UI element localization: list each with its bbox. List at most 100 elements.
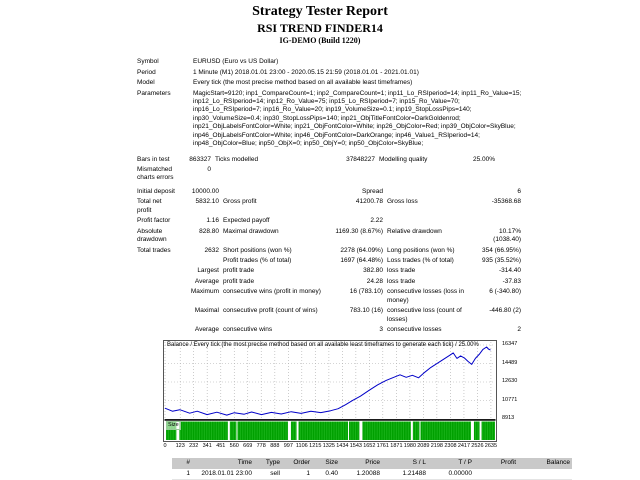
x-axis-label: 2089: [417, 443, 430, 450]
x-axis-label: 2417: [457, 443, 471, 450]
info-value: Every tick (the most precise method base…: [193, 79, 413, 87]
quality-row-cell: 863327: [189, 155, 211, 163]
x-axis-label: 232: [189, 443, 199, 450]
size-bar-gap: [470, 421, 474, 441]
stats-row-cell: -446.80 (2): [489, 307, 521, 315]
stats-row-cell: -314.40: [498, 267, 521, 275]
stats-row-cell: [385, 216, 473, 226]
info-label: Symbol: [137, 58, 159, 66]
quality-row-cell: 25.00%: [472, 155, 495, 163]
stats-row: Total trades 2632 Short positions (won %) 2…: [135, 246, 523, 256]
size-bar-gap: [287, 421, 291, 441]
stats-row-cell: 2278 (64.09%): [340, 246, 383, 254]
trade-cell: 2018.01.01 23:00: [201, 469, 252, 477]
x-axis-label: 341: [202, 443, 212, 450]
trades-col-header: S / L: [382, 458, 428, 469]
quality-row-cell: Ticks modelled: [215, 155, 259, 163]
quality-row: Bars in test 863327 Ticks modelled 37848227…: [135, 155, 497, 165]
stats-row-cell: 828.80: [199, 227, 219, 235]
quality-row-cell: [445, 165, 497, 184]
size-bar-gap: [479, 421, 482, 441]
stats-row-cell: [135, 256, 177, 266]
x-axis-label: 451: [216, 443, 226, 450]
stats-row-cell: Long positions (won %): [387, 246, 455, 254]
stats-row: Maximal consecutive profit (count of wins…: [135, 306, 523, 325]
stats-row-cell: loss trade: [387, 267, 416, 275]
trade-row: 1 2018.01.01 23:00 sell 1 0.40 1.20088 1.21488…: [172, 469, 572, 479]
trade-cell: 0.40: [325, 469, 338, 477]
stats-row-cell: Gross loss: [387, 198, 418, 206]
stats-row-cell: consecutive wins (profit in money): [223, 288, 321, 296]
stats-row: Initial deposit 10000.00 Spread 6: [135, 187, 523, 197]
info-row: Symbol EURUSD (Euro vs US Dollar): [135, 57, 528, 67]
stats-row: Total net profit 5832.10 Gross profit 41200…: [135, 197, 523, 216]
report-header: Strategy Tester Report RSI TREND FINDER1…: [0, 0, 640, 46]
trades-col-header: Balance: [518, 458, 572, 469]
trade-cell: [474, 469, 518, 479]
info-value: 1 Minute (M1) 2018.01.01 23:00 - 2020.05…: [193, 68, 419, 76]
trades-col-header: Profit: [474, 458, 518, 469]
stats-row-cell: [135, 306, 177, 325]
trade-cell: 1: [306, 469, 310, 477]
quality-row-cell: 37848227: [346, 155, 375, 163]
x-axis-label: 1761: [376, 443, 389, 450]
trades-col-header: Time: [192, 458, 254, 469]
size-bar-gap: [348, 421, 350, 441]
server-build: IG-DEMO (Build 1220): [279, 35, 361, 45]
trade-cell: 0.00000: [448, 469, 473, 477]
x-axis-label: 1325: [322, 443, 335, 450]
info-label: Model: [137, 79, 155, 87]
ea-name: RSI TREND FINDER14: [257, 20, 383, 35]
stats-row-cell: Loss trades (% of total): [387, 256, 454, 264]
quality-row-cell: Mismatched charts errors: [137, 166, 174, 182]
info-row: Parameters MagicStart=9120; inp1_CompareC…: [135, 89, 528, 150]
info-value: MagicStart=9120; inp1_CompareCount=1; in…: [193, 89, 522, 148]
x-axis-label: 669: [243, 443, 253, 450]
trade-cell: 1.21488: [402, 469, 427, 477]
stats-row-cell: Initial deposit: [137, 187, 175, 195]
trades-col-header: Size: [312, 458, 340, 469]
info-label: Period: [137, 68, 156, 76]
test-info-table: Symbol EURUSD (Euro vs US Dollar) Period 1 …: [135, 57, 528, 149]
stats-row: Maximum consecutive wins (profit in money…: [135, 287, 523, 306]
stats-row-cell: 10000.00: [191, 187, 219, 195]
stats-row-cell: [385, 187, 473, 197]
stats-row: Average consecutive wins 3 consecutive loss…: [135, 325, 523, 335]
stats-row-cell: consecutive losses (loss in money): [387, 288, 464, 304]
modelling-quality-table: Bars in test 863327 Ticks modelled 37848227…: [135, 155, 497, 184]
stats-row-cell: Gross profit: [223, 198, 257, 206]
x-axis-label: 2198: [430, 443, 443, 450]
balance-line: [164, 346, 491, 417]
stats-row-cell: 6: [517, 187, 521, 195]
info-row: Model Every tick (the most precise method…: [135, 78, 528, 88]
stats-row-cell: profit trade: [223, 277, 255, 285]
y-axis-label: 12630: [502, 378, 518, 385]
quality-row: Mismatched charts errors 0: [135, 165, 497, 184]
trade-cell: 1: [186, 469, 190, 477]
size-bars: [165, 421, 495, 441]
x-axis-label: 560: [229, 443, 239, 450]
x-axis-label: 2526: [471, 443, 484, 450]
stats-row-cell: 16 (783.10): [349, 288, 383, 296]
x-axis-label: 2308: [444, 443, 457, 450]
y-axis-label: 16347: [502, 341, 518, 348]
x-axis-label: 888: [270, 443, 280, 450]
stats-row-cell: 41200.78: [355, 198, 383, 206]
x-axis-label: 997: [283, 443, 293, 450]
stats-row: Profit factor 1.16 Expected payoff 2.22: [135, 216, 523, 226]
trades-col-header: T / P: [428, 458, 474, 469]
x-axis-label: 1215: [309, 443, 322, 450]
chart-size-label: Size: [166, 421, 181, 431]
stats-row-cell: Short positions (won %): [223, 246, 292, 254]
x-axis-label: 2635: [484, 443, 498, 450]
stats-row-cell: Maximum: [190, 288, 219, 296]
stats-row-cell: 354 (66.95%): [481, 246, 521, 254]
stats-row-cell: loss trade: [387, 277, 416, 285]
trades-col-header: Order: [282, 458, 312, 469]
stats-row-cell: Profit factor: [137, 217, 171, 225]
stats-row-cell: 3: [379, 326, 383, 333]
x-axis-label: 0: [163, 443, 167, 450]
chart-title: Balance / Every tick (the most precise m…: [167, 342, 479, 349]
